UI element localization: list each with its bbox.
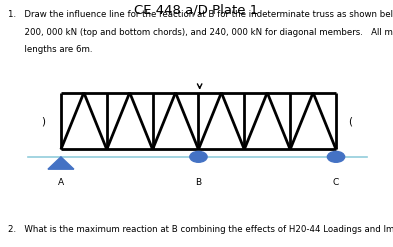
Text: ): ) [41,116,45,126]
Circle shape [327,151,345,162]
Circle shape [190,151,207,162]
Polygon shape [48,157,74,169]
Text: 1.   Draw the influence line for the reaction at B for the indeterminate truss a: 1. Draw the influence line for the react… [8,10,393,19]
Text: C: C [333,178,339,187]
Text: (: ( [348,116,352,126]
Text: CE 448 a/D Plate 1: CE 448 a/D Plate 1 [134,4,259,17]
Text: lengths are 6m.: lengths are 6m. [8,45,92,54]
Text: 2.   What is the maximum reaction at B combining the effects of H20-44 Loadings : 2. What is the maximum reaction at B com… [8,225,393,234]
Text: A: A [58,178,64,187]
Text: 200, 000 kN (top and bottom chords), and 240, 000 kN for diagonal members.   All: 200, 000 kN (top and bottom chords), and… [8,28,393,37]
Text: B: B [195,178,202,187]
